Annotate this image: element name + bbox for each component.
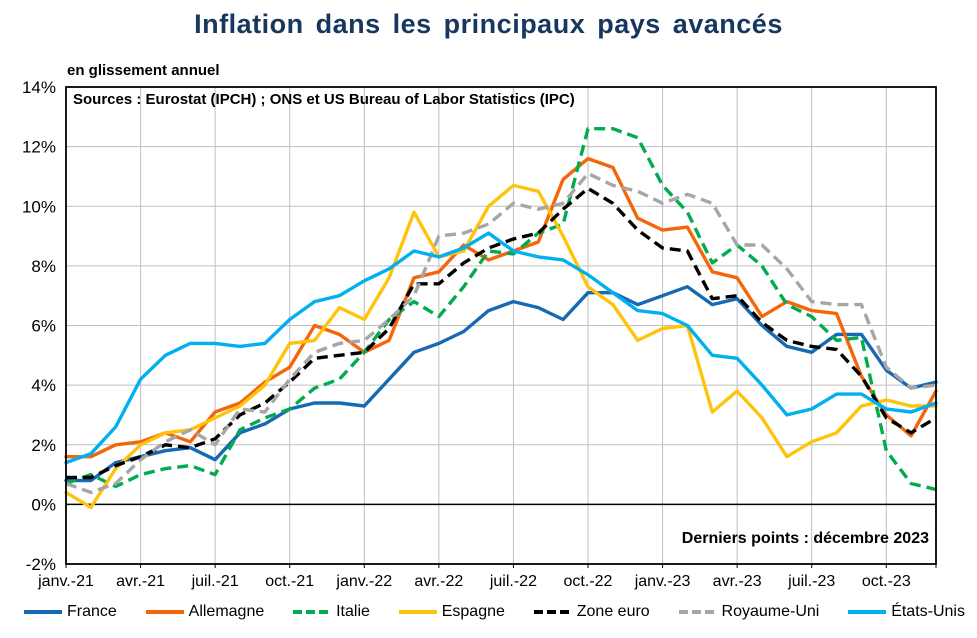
- y-tick-label: -2%: [26, 555, 56, 574]
- series-line-allemagne: [64, 156, 938, 459]
- legend-item-zone-euro: Zone euro: [533, 603, 650, 621]
- x-tick-label: oct.-22: [564, 573, 613, 590]
- series-line-etats-unis: [64, 231, 938, 465]
- y-tick-label: 4%: [31, 376, 56, 395]
- sources-note: Sources : Eurostat (IPCH) ; ONS et US Bu…: [73, 91, 575, 108]
- legend-swatch-allemagne: [145, 610, 184, 614]
- legend-swatch-espagne: [398, 610, 437, 614]
- y-tick-label: 12%: [22, 138, 56, 157]
- plot-frame: [65, 86, 937, 565]
- x-tick-label: juil.-23: [787, 573, 835, 590]
- y-tick-label: 2%: [31, 436, 56, 455]
- legend-label-france: France: [67, 603, 117, 620]
- plot-area: 14% 12% 10% 8% 6% 4% 2% 0% -2%janv.-21 avr.-21 jui…: [22, 78, 938, 590]
- x-tick-label: juil.-21: [191, 573, 239, 590]
- y-tick-label: 6%: [31, 317, 56, 336]
- x-tick-label: janv.-23: [634, 573, 691, 590]
- legend-label-allemagne: Allemagne: [188, 603, 265, 620]
- x-tick-label: oct.-23: [862, 573, 911, 590]
- x-tick-label: janv.-22: [335, 573, 392, 590]
- legend-item-espagne: Espagne: [398, 603, 505, 621]
- x-tick-label: oct.-21: [265, 573, 314, 590]
- legend-label-espagne: Espagne: [441, 603, 505, 620]
- x-tick-label: avr.-23: [713, 573, 762, 590]
- x-tick-label: avr.-22: [414, 573, 463, 590]
- legend-label-royaume-uni: Royaume-Uni: [721, 603, 820, 620]
- y-tick-label: 10%: [22, 197, 56, 216]
- legend-label-zone-euro: Zone euro: [576, 603, 650, 620]
- chart-title: Inflation dans les principaux pays avanc…: [194, 9, 783, 39]
- legend-item-etats-unis: États-Unis: [848, 603, 965, 621]
- y-tick-label: 14%: [22, 78, 56, 97]
- series-line-italie: [65, 126, 937, 492]
- legend-swatch-zone-euro: [533, 610, 572, 614]
- series-line-zone-euro: [66, 186, 937, 480]
- y-tick-label: 8%: [31, 257, 56, 276]
- series-line-espagne: [64, 183, 938, 510]
- x-tick-label: avr.-21: [116, 573, 165, 590]
- legend-item-france: France: [24, 603, 117, 621]
- last-points-note: Derniers points : décembre 2023: [681, 530, 929, 547]
- legend-item-allemagne: Allemagne: [145, 603, 265, 621]
- legend-item-royaume-uni: Royaume-Uni: [678, 603, 820, 621]
- y-tick-label: 0%: [31, 495, 56, 514]
- legend-label-italie: Italie: [336, 603, 370, 620]
- legend-swatch-etats-unis: [848, 610, 887, 614]
- x-tick-label: juil.-22: [489, 573, 537, 590]
- legend-item-italie: Italie: [293, 603, 370, 621]
- legend: France Allemagne Italie Espagne Zone euro Roy…: [0, 603, 977, 621]
- legend-label-etats-unis: États-Unis: [891, 603, 965, 620]
- chart-subtitle: en glissement annuel: [67, 62, 220, 79]
- legend-swatch-royaume-uni: [678, 610, 717, 614]
- series-line-france: [64, 285, 938, 483]
- x-tick-label: janv.-21: [37, 573, 94, 590]
- legend-swatch-italie: [293, 610, 332, 614]
- legend-swatch-france: [24, 610, 62, 614]
- series-line-royaume-uni: [65, 171, 937, 495]
